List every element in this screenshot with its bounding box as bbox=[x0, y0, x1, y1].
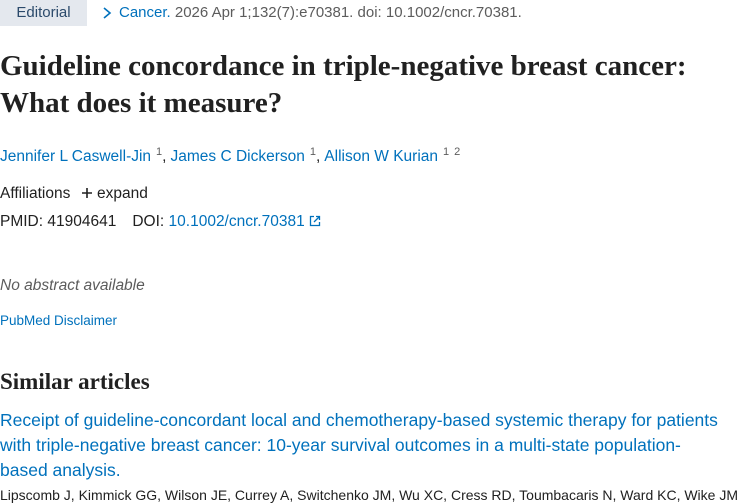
badge: Editorial bbox=[0, 0, 87, 26]
chevron-icon bbox=[103, 7, 112, 19]
citation: Cancer. 2026 Apr 1;132(7):e70381. doi: 1… bbox=[119, 4, 522, 21]
no-abstract: No abstract available bbox=[0, 277, 145, 294]
doi-link[interactable]: 10.1002/cncr.70381 bbox=[169, 213, 321, 230]
disclaimer-link[interactable]: PubMed Disclaimer bbox=[0, 313, 118, 328]
expand-label: expand bbox=[97, 185, 148, 202]
affiliation-ref[interactable]: 1 bbox=[156, 146, 163, 158]
article-title: Guideline concordance in triple-negative… bbox=[0, 50, 687, 119]
affiliation-ref[interactable]: 1 bbox=[309, 146, 316, 158]
pmid-label: PMID: bbox=[0, 213, 44, 230]
author-link[interactable]: Jennifer L Caswell-Jin bbox=[0, 148, 152, 166]
affiliation-ref[interactable]: 1 bbox=[443, 146, 450, 158]
doi: 10.1002/cncr.70381 bbox=[168, 213, 305, 230]
affiliations: Affiliations expand bbox=[0, 185, 148, 203]
separator: , bbox=[315, 148, 321, 166]
author-list: Jennifer L Caswell-Jin 1, James C Dickerso… bbox=[0, 146, 460, 166]
citation-text: 2026 Apr 1;132(7):e70381. doi: 10.1002/c… bbox=[174, 4, 522, 21]
pmid: 41904641 bbox=[47, 213, 117, 230]
similar-heading: Similar articles bbox=[0, 369, 150, 394]
affiliations-label: Affiliations bbox=[0, 185, 71, 202]
external-icon bbox=[309, 215, 321, 227]
journal-link[interactable]: Cancer. bbox=[119, 4, 171, 21]
plus-icon bbox=[81, 188, 92, 198]
doi-label: DOI: bbox=[132, 213, 165, 230]
similar-article-authors: Lipscomb J, Kimmick GG, Wilson JE, Curre… bbox=[0, 487, 739, 503]
similar-article-title[interactable]: Receipt of guideline-concordant local an… bbox=[0, 410, 718, 480]
expand-toggle[interactable]: expand bbox=[81, 185, 148, 202]
identifiers: PMID: 41904641 DOI: 10.1002/cncr.70381 bbox=[0, 213, 321, 231]
separator: , bbox=[162, 148, 167, 166]
author-link[interactable]: Allison W Kurian bbox=[324, 148, 439, 166]
author-link[interactable]: James C Dickerson bbox=[170, 148, 305, 166]
affiliation-ref[interactable]: 2 bbox=[454, 146, 461, 158]
